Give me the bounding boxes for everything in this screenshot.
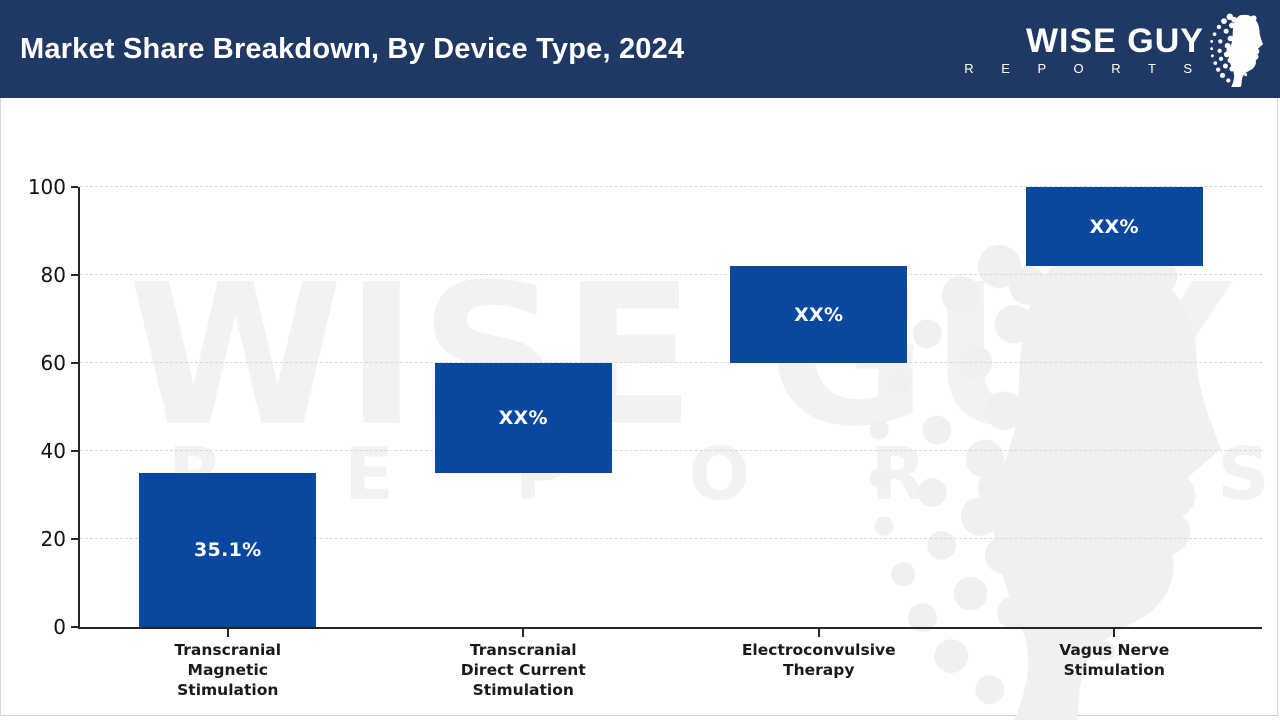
bar-value-label-3: XX% (1089, 215, 1139, 238)
y-tick-label-0: 0 (53, 615, 66, 639)
brand-logo: WISE GUY R E P O R T S (964, 11, 1266, 87)
brand-face-icon (1208, 11, 1266, 87)
y-tick-mark-40 (71, 450, 78, 452)
y-tick-mark-0 (71, 626, 78, 628)
x-tick-mark-2 (817, 629, 820, 637)
y-tick-mark-60 (71, 362, 78, 364)
y-tick-label-80: 80 (40, 263, 66, 287)
y-tick-mark-80 (71, 274, 78, 276)
x-category-label-0: Transcranial Magnetic Stimulation (174, 641, 282, 699)
bar-value-label-0: 35.1% (194, 538, 262, 561)
gridline-y-20 (80, 538, 1262, 539)
x-tick-mark-1 (522, 629, 525, 637)
x-category-label-3: Vagus Nerve Stimulation (1059, 641, 1170, 679)
bar-segment-1: XX% (434, 363, 612, 473)
brand-subtitle: R E P O R T S (964, 60, 1204, 76)
chart-title: Market Share Breakdown, By Device Type, … (20, 32, 685, 65)
gridline-y-60 (80, 362, 1262, 363)
y-tick-label-100: 100 (27, 175, 66, 199)
bar-segment-3: XX% (1025, 187, 1203, 267)
bar-value-label-2: XX% (794, 303, 844, 326)
gridline-y-80 (80, 274, 1262, 275)
bar-segment-2: XX% (730, 266, 908, 363)
header-bar: Market Share Breakdown, By Device Type, … (0, 0, 1280, 98)
plot-area: 0 20 40 60 80 100 35.1% Transcranial Magnetic S… (28, 175, 1262, 699)
x-category-label-2: Electroconvulsive Therapy (741, 641, 896, 679)
y-tick-label-20: 20 (40, 527, 66, 551)
x-tick-mark-0 (226, 629, 229, 637)
y-axis-spine (78, 187, 80, 629)
y-tick-mark-100 (71, 186, 78, 188)
y-tick-mark-20 (71, 538, 78, 540)
brand-name: WISE GUY (1025, 21, 1204, 60)
bar-segment-0: 35.1% (139, 472, 317, 627)
x-axis-spine (78, 627, 1262, 629)
content-frame (0, 98, 1278, 716)
brand-text: WISE GUY R E P O R T S (964, 24, 1204, 75)
x-tick-mark-3 (1113, 629, 1116, 637)
y-tick-label-60: 60 (40, 351, 66, 375)
y-tick-label-40: 40 (40, 439, 66, 463)
gridline-y-40 (80, 450, 1262, 451)
gridline-y-100 (80, 186, 1262, 187)
x-category-label-1: Transcranial Direct Current Stimulation (460, 641, 586, 699)
bar-value-label-1: XX% (498, 406, 548, 429)
